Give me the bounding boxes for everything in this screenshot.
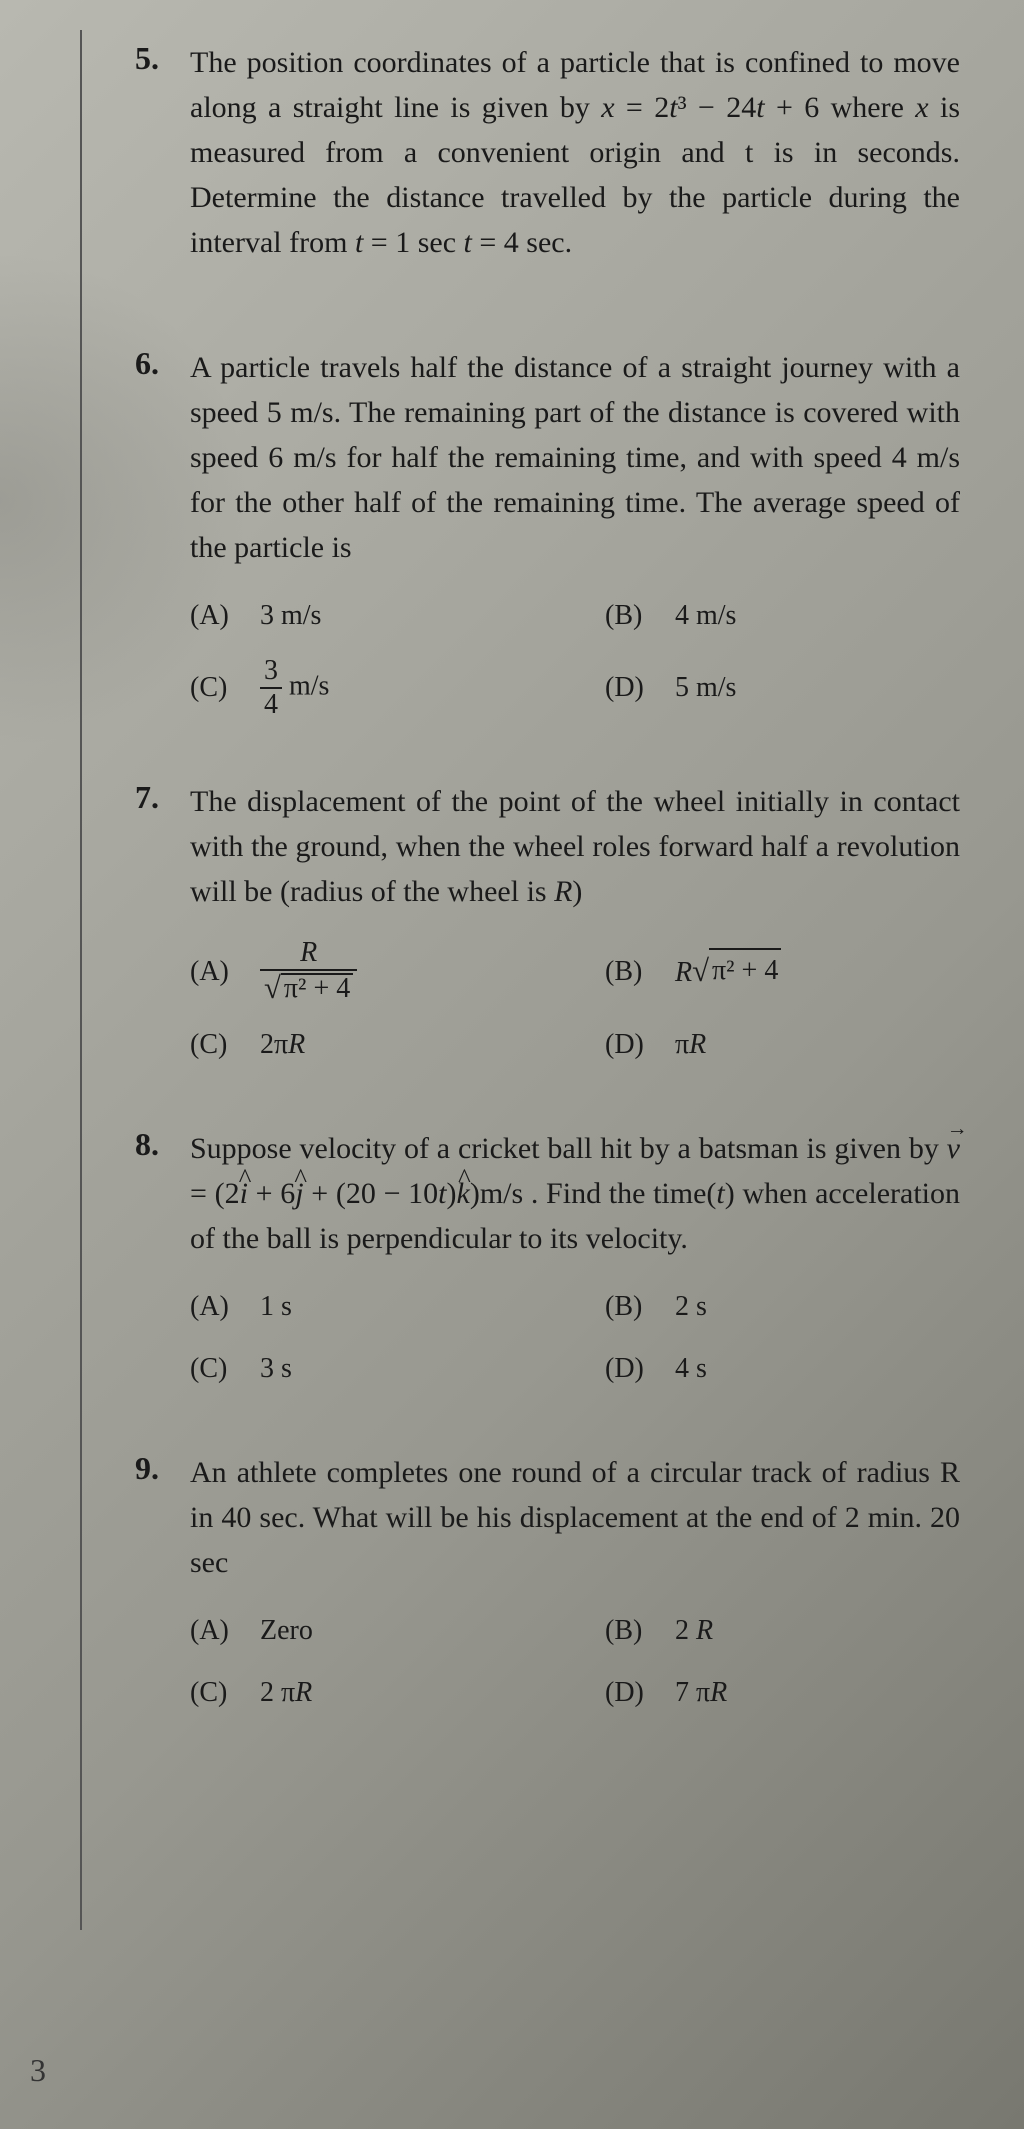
- option-label: (D): [605, 667, 655, 709]
- option-value: 5 m/s: [675, 667, 736, 709]
- option-value: Zero: [260, 1610, 313, 1652]
- q9-option-b: (B) 2 R: [605, 1610, 960, 1652]
- q9-content: An athlete completes one round of a circ…: [190, 1450, 960, 1714]
- q6-option-b: (B) 4 m/s: [605, 595, 960, 637]
- option-label: (A): [190, 951, 240, 993]
- option-value: 1 s: [260, 1286, 292, 1328]
- option-label: (C): [190, 1024, 240, 1066]
- q7-option-b: (B) R√π² + 4: [605, 939, 960, 1004]
- q9-option-a: (A) Zero: [190, 1610, 545, 1652]
- option-value: 34 m/s: [260, 657, 329, 719]
- q6-option-a: (A) 3 m/s: [190, 595, 545, 637]
- option-value: 4 s: [675, 1348, 707, 1390]
- q6-content: A particle travels half the distance of …: [190, 345, 960, 719]
- option-label: (C): [190, 667, 240, 709]
- option-label: (A): [190, 595, 240, 637]
- q5-content: The position coordinates of a particle t…: [190, 40, 960, 285]
- q8-option-a: (A) 1 s: [190, 1286, 545, 1328]
- q7-option-a: (A) R√π² + 4: [190, 939, 545, 1004]
- option-label: (C): [190, 1348, 240, 1390]
- option-value: 4 m/s: [675, 595, 736, 637]
- q6-option-c: (C) 34 m/s: [190, 657, 545, 719]
- option-value: 3 m/s: [260, 595, 321, 637]
- q5-number: 5.: [130, 40, 190, 77]
- question-5: 5. The position coordinates of a particl…: [130, 40, 960, 285]
- q7-option-c: (C) 2πR: [190, 1024, 545, 1066]
- option-label: (D): [605, 1348, 655, 1390]
- q6-number: 6.: [130, 345, 190, 382]
- question-8: 8. Suppose velocity of a cricket ball hi…: [130, 1126, 960, 1390]
- page-content: 5. The position coordinates of a particl…: [50, 0, 1010, 2129]
- q9-options: (A) Zero (B) 2 R (C) 2 πR (D) 7 πR: [190, 1610, 960, 1714]
- option-label: (D): [605, 1672, 655, 1714]
- q6-text: A particle travels half the distance of …: [190, 345, 960, 570]
- option-value: 2πR: [260, 1024, 305, 1066]
- q7-options: (A) R√π² + 4 (B) R√π² + 4 (C) 2πR (D) πR: [190, 939, 960, 1066]
- question-9: 9. An athlete completes one round of a c…: [130, 1450, 960, 1714]
- q9-text: An athlete completes one round of a circ…: [190, 1450, 960, 1585]
- option-label: (A): [190, 1286, 240, 1328]
- option-label: (B): [605, 951, 655, 993]
- q8-option-c: (C) 3 s: [190, 1348, 545, 1390]
- q8-option-b: (B) 2 s: [605, 1286, 960, 1328]
- q8-option-d: (D) 4 s: [605, 1348, 960, 1390]
- q6-option-d: (D) 5 m/s: [605, 657, 960, 719]
- option-label: (C): [190, 1672, 240, 1714]
- q9-number: 9.: [130, 1450, 190, 1487]
- q8-options: (A) 1 s (B) 2 s (C) 3 s (D) 4 s: [190, 1286, 960, 1390]
- option-value: 7 πR: [675, 1672, 727, 1714]
- option-value: 2 πR: [260, 1672, 312, 1714]
- option-label: (B): [605, 595, 655, 637]
- option-value: πR: [675, 1024, 706, 1066]
- question-7: 7. The displacement of the point of the …: [130, 779, 960, 1066]
- q8-number: 8.: [130, 1126, 190, 1163]
- q8-text: Suppose velocity of a cricket ball hit b…: [190, 1126, 960, 1261]
- q7-content: The displacement of the point of the whe…: [190, 779, 960, 1066]
- page-number: 3: [30, 2052, 46, 2089]
- option-value: R√π² + 4: [675, 948, 781, 994]
- q5-text: The position coordinates of a particle t…: [190, 40, 960, 265]
- option-value: 2 R: [675, 1610, 713, 1652]
- q7-text: The displacement of the point of the whe…: [190, 779, 960, 914]
- q8-content: Suppose velocity of a cricket ball hit b…: [190, 1126, 960, 1390]
- option-value: 3 s: [260, 1348, 292, 1390]
- option-value: R√π² + 4: [260, 939, 357, 1004]
- q9-option-d: (D) 7 πR: [605, 1672, 960, 1714]
- option-label: (D): [605, 1024, 655, 1066]
- question-6: 6. A particle travels half the distance …: [130, 345, 960, 719]
- q6-options: (A) 3 m/s (B) 4 m/s (C) 34 m/s (D) 5 m/s: [190, 595, 960, 719]
- option-label: (A): [190, 1610, 240, 1652]
- q9-option-c: (C) 2 πR: [190, 1672, 545, 1714]
- q7-option-d: (D) πR: [605, 1024, 960, 1066]
- option-label: (B): [605, 1610, 655, 1652]
- option-value: 2 s: [675, 1286, 707, 1328]
- option-label: (B): [605, 1286, 655, 1328]
- q7-number: 7.: [130, 779, 190, 816]
